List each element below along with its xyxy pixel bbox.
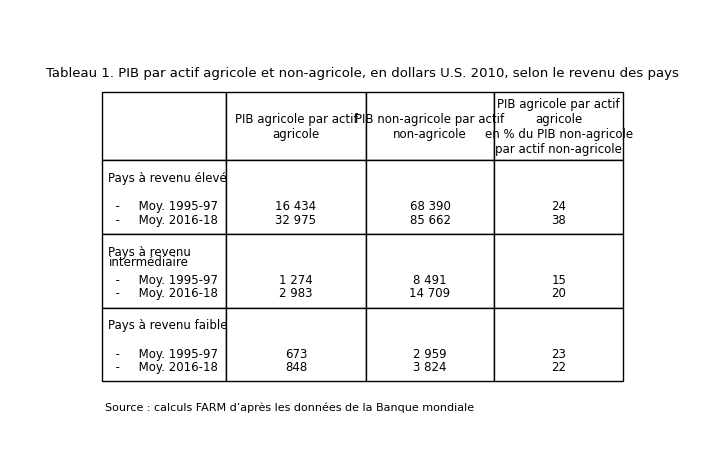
Text: 1 274: 1 274: [279, 273, 313, 287]
Text: 22: 22: [551, 360, 566, 373]
Bar: [102, 308, 226, 381]
Text: intermédiaire: intermédiaire: [109, 255, 189, 268]
Text: -     Moy. 1995-97: - Moy. 1995-97: [109, 273, 218, 287]
Text: 32 975: 32 975: [275, 213, 316, 226]
Text: Pays à revenu: Pays à revenu: [109, 245, 191, 258]
Bar: [494, 93, 623, 161]
Text: -     Moy. 2016-18: - Moy. 2016-18: [109, 360, 218, 373]
Bar: [494, 308, 623, 381]
Bar: [366, 161, 494, 234]
Text: PIB non-agricole par actif
non-agricole: PIB non-agricole par actif non-agricole: [355, 113, 505, 141]
Text: 16 434: 16 434: [275, 200, 316, 213]
Text: Tableau 1. PIB par actif agricole et non-agricole, en dollars U.S. 2010, selon l: Tableau 1. PIB par actif agricole et non…: [46, 67, 679, 80]
Bar: [494, 161, 623, 234]
Text: 673: 673: [285, 347, 307, 360]
Bar: [226, 234, 366, 308]
Text: 20: 20: [551, 287, 566, 300]
Bar: [102, 93, 226, 161]
Text: PIB agricole par actif
agricole: PIB agricole par actif agricole: [234, 113, 357, 141]
Text: 2 983: 2 983: [279, 287, 313, 300]
Bar: [102, 161, 226, 234]
Bar: [366, 234, 494, 308]
Bar: [102, 234, 226, 308]
Text: Pays à revenu élevé: Pays à revenu élevé: [109, 172, 227, 185]
Text: PIB agricole par actif
agricole
en % du PIB non-agricole
par actif non-agricole: PIB agricole par actif agricole en % du …: [484, 98, 633, 156]
Bar: [226, 308, 366, 381]
Text: 15: 15: [551, 273, 566, 287]
Text: Source : calculs FARM d’après les données de la Banque mondiale: Source : calculs FARM d’après les donnée…: [104, 401, 474, 412]
Text: 848: 848: [285, 360, 307, 373]
Text: 23: 23: [551, 347, 566, 360]
Text: 8 491: 8 491: [413, 273, 447, 287]
Bar: [226, 93, 366, 161]
Text: 24: 24: [551, 200, 566, 213]
Bar: [366, 308, 494, 381]
Text: Pays à revenu faible: Pays à revenu faible: [109, 318, 228, 332]
Text: 68 390: 68 390: [409, 200, 450, 213]
Text: 2 959: 2 959: [413, 347, 447, 360]
Text: 14 709: 14 709: [409, 287, 450, 300]
Text: 38: 38: [551, 213, 566, 226]
Text: -     Moy. 1995-97: - Moy. 1995-97: [109, 200, 218, 213]
Text: -     Moy. 1995-97: - Moy. 1995-97: [109, 347, 218, 360]
Bar: [366, 93, 494, 161]
Text: -     Moy. 2016-18: - Moy. 2016-18: [109, 287, 218, 300]
Text: 3 824: 3 824: [413, 360, 447, 373]
Bar: [226, 161, 366, 234]
Bar: [494, 234, 623, 308]
Text: -     Moy. 2016-18: - Moy. 2016-18: [109, 213, 218, 226]
Text: 85 662: 85 662: [409, 213, 450, 226]
